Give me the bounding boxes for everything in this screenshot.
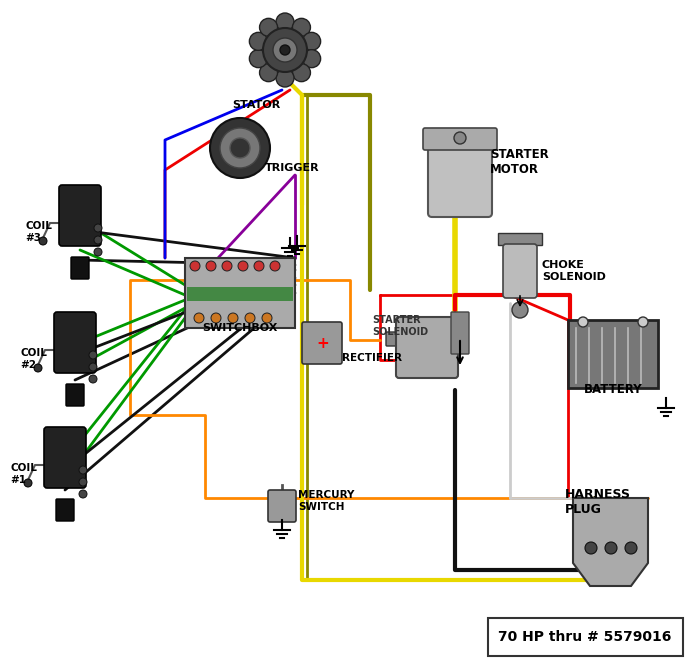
Circle shape (94, 236, 102, 244)
Circle shape (206, 261, 216, 271)
FancyBboxPatch shape (56, 499, 74, 521)
Circle shape (89, 375, 97, 383)
FancyBboxPatch shape (59, 185, 101, 246)
FancyBboxPatch shape (185, 258, 295, 328)
Circle shape (220, 128, 260, 168)
Text: HARNESS
PLUG: HARNESS PLUG (565, 488, 631, 516)
Circle shape (638, 317, 648, 327)
Circle shape (263, 28, 307, 72)
Text: STATOR: STATOR (232, 100, 280, 110)
FancyBboxPatch shape (568, 320, 658, 388)
Circle shape (228, 313, 238, 323)
Text: MERCURY
SWITCH: MERCURY SWITCH (298, 490, 354, 512)
Circle shape (454, 132, 466, 144)
FancyBboxPatch shape (66, 384, 84, 406)
Circle shape (276, 13, 294, 31)
Text: 70 HP thru # 5579016: 70 HP thru # 5579016 (498, 630, 672, 644)
Circle shape (238, 261, 248, 271)
Text: COIL
#2: COIL #2 (20, 348, 47, 369)
Circle shape (273, 38, 297, 62)
Circle shape (24, 479, 32, 487)
Circle shape (34, 364, 42, 372)
Circle shape (230, 138, 250, 158)
Circle shape (512, 302, 528, 318)
FancyBboxPatch shape (498, 233, 542, 245)
Circle shape (89, 351, 97, 359)
Circle shape (302, 32, 321, 50)
Circle shape (94, 224, 102, 232)
Circle shape (39, 237, 47, 245)
FancyBboxPatch shape (187, 287, 293, 301)
FancyBboxPatch shape (396, 317, 458, 378)
FancyBboxPatch shape (386, 332, 406, 346)
Circle shape (260, 64, 277, 82)
FancyBboxPatch shape (448, 332, 468, 346)
Text: SWITCHBOX: SWITCHBOX (202, 323, 278, 333)
Circle shape (276, 69, 294, 87)
FancyBboxPatch shape (423, 128, 497, 150)
FancyBboxPatch shape (451, 312, 469, 354)
FancyBboxPatch shape (488, 618, 683, 656)
Polygon shape (573, 498, 648, 586)
Text: COIL
#1: COIL #1 (10, 463, 37, 484)
Text: STARTER
SOLENOID: STARTER SOLENOID (372, 315, 428, 337)
Circle shape (578, 317, 588, 327)
FancyBboxPatch shape (302, 322, 342, 364)
Circle shape (210, 118, 270, 178)
Text: STARTER
MOTOR: STARTER MOTOR (490, 148, 549, 176)
Circle shape (79, 478, 87, 486)
Circle shape (94, 248, 102, 256)
Circle shape (245, 313, 255, 323)
Circle shape (79, 490, 87, 498)
Circle shape (625, 542, 637, 554)
Circle shape (79, 466, 87, 474)
FancyBboxPatch shape (503, 244, 537, 298)
Circle shape (293, 18, 311, 36)
FancyBboxPatch shape (268, 490, 296, 522)
Circle shape (585, 542, 597, 554)
Circle shape (262, 313, 272, 323)
Circle shape (605, 542, 617, 554)
Circle shape (302, 50, 321, 68)
FancyBboxPatch shape (54, 312, 96, 373)
Circle shape (293, 64, 311, 82)
Circle shape (190, 261, 200, 271)
Text: RECTIFIER: RECTIFIER (342, 353, 402, 363)
Circle shape (270, 261, 280, 271)
Circle shape (249, 32, 267, 50)
Circle shape (280, 45, 290, 55)
Text: COIL
#3: COIL #3 (25, 221, 52, 243)
Circle shape (194, 313, 204, 323)
Circle shape (222, 261, 232, 271)
Circle shape (211, 313, 221, 323)
Text: CHOKE
SOLENOID: CHOKE SOLENOID (542, 260, 606, 282)
Circle shape (249, 50, 267, 68)
Text: BATTERY: BATTERY (584, 383, 643, 396)
FancyBboxPatch shape (71, 257, 89, 279)
Text: TRIGGER: TRIGGER (265, 163, 320, 173)
FancyBboxPatch shape (428, 129, 492, 217)
Circle shape (254, 261, 264, 271)
Circle shape (89, 363, 97, 371)
FancyBboxPatch shape (44, 427, 86, 488)
Text: +: + (316, 336, 329, 351)
Circle shape (260, 18, 277, 36)
